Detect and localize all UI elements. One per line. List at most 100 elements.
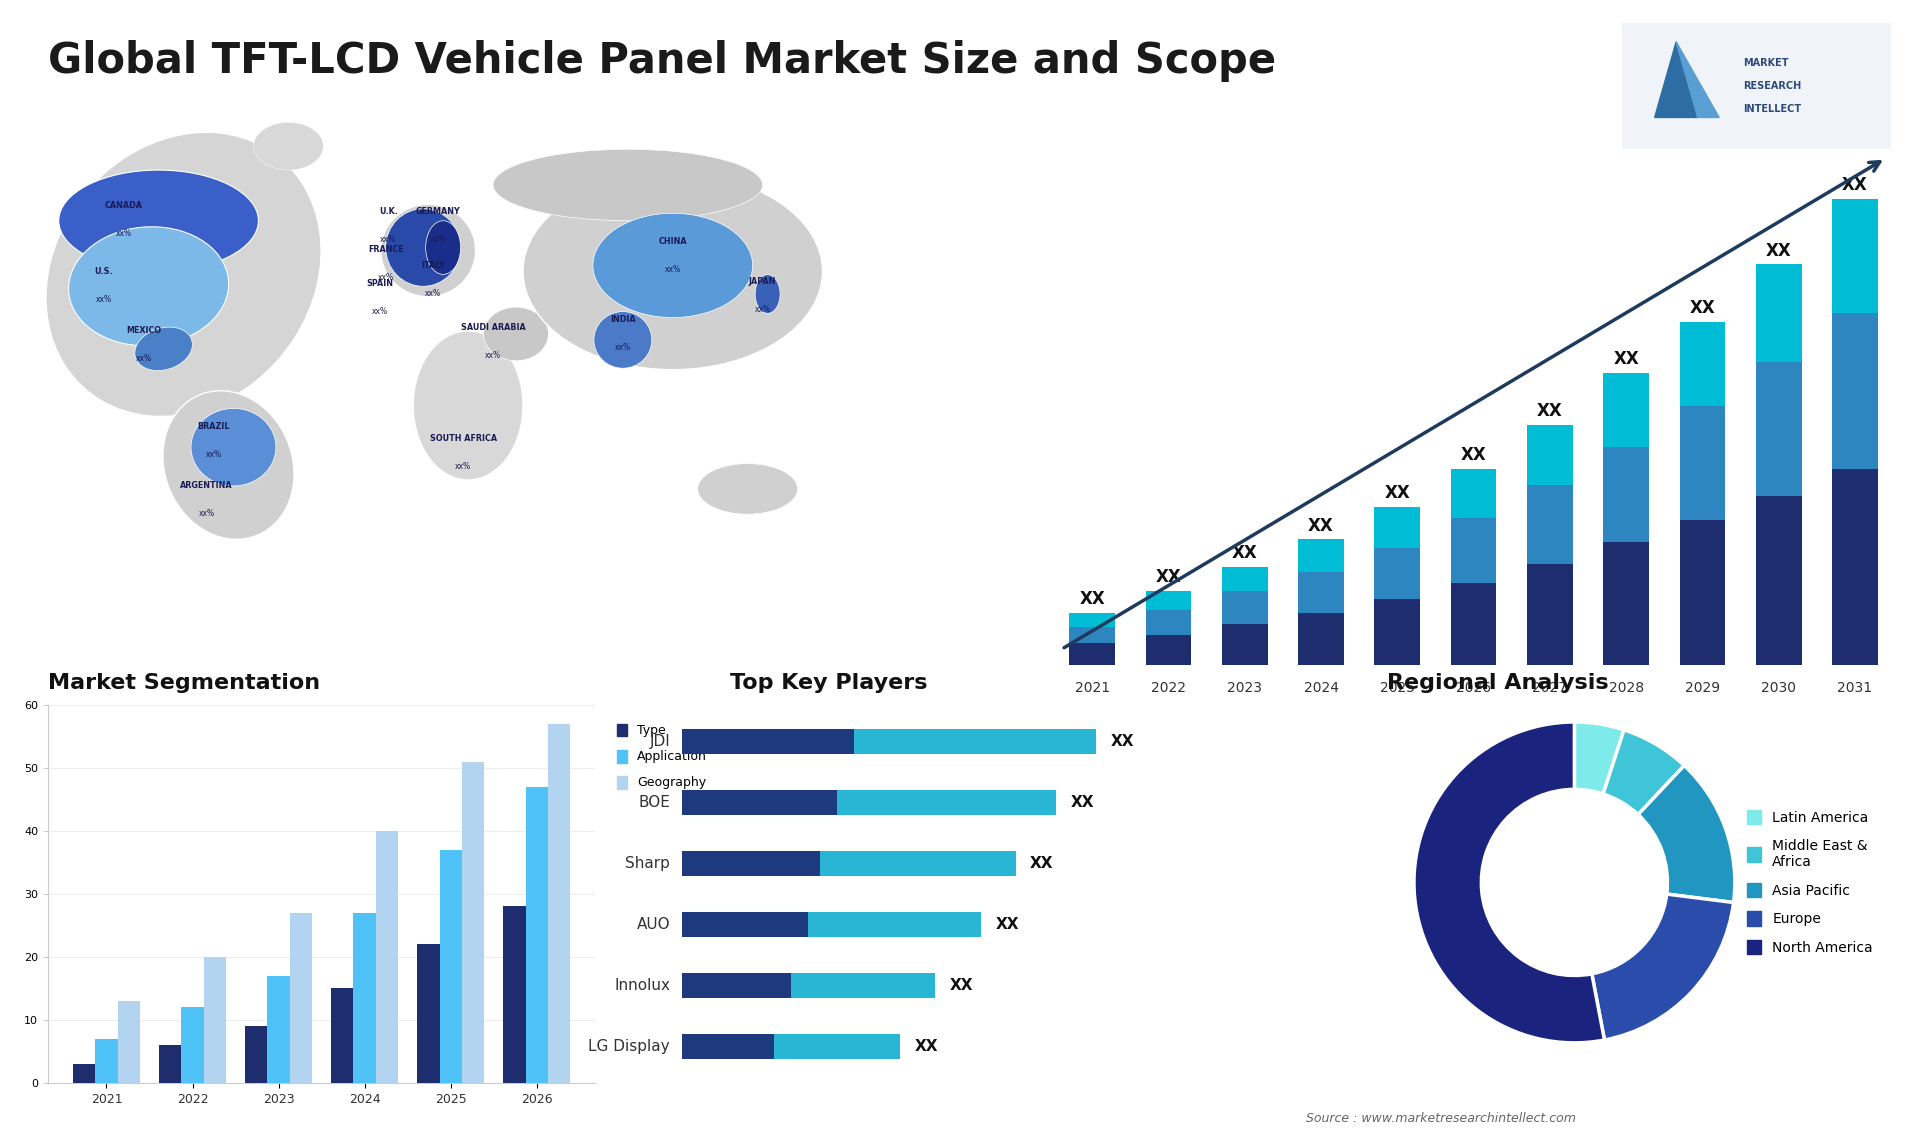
Text: 2024: 2024 (1304, 681, 1338, 694)
Bar (808, 911, 981, 937)
Text: SPAIN: SPAIN (367, 278, 394, 288)
Text: Top Key Players: Top Key Players (730, 674, 927, 693)
Ellipse shape (163, 391, 294, 540)
Bar (1146, 591, 1190, 610)
Text: CANADA: CANADA (106, 202, 142, 211)
Ellipse shape (60, 170, 259, 272)
Text: AUO: AUO (636, 917, 670, 932)
Bar (353, 912, 376, 1083)
Bar (1069, 643, 1116, 665)
Text: GERMANY: GERMANY (417, 207, 461, 217)
Bar (290, 912, 313, 1083)
Ellipse shape (69, 227, 228, 346)
Ellipse shape (386, 209, 461, 286)
Text: 2030: 2030 (1761, 681, 1797, 694)
Text: Global TFT-LCD Vehicle Panel Market Size and Scope: Global TFT-LCD Vehicle Panel Market Size… (48, 40, 1277, 83)
Ellipse shape (755, 275, 780, 313)
Text: XX: XX (948, 978, 973, 992)
Bar (1526, 564, 1572, 665)
Bar (1832, 314, 1878, 469)
Text: xx%: xx% (378, 273, 394, 282)
Text: Sharp: Sharp (626, 856, 670, 871)
Text: SOUTH AFRICA: SOUTH AFRICA (430, 433, 497, 442)
Text: 2023: 2023 (1227, 681, 1261, 694)
Bar (1221, 591, 1267, 623)
Ellipse shape (593, 312, 651, 368)
Bar (774, 1034, 900, 1059)
Bar (1146, 635, 1190, 665)
Bar (1298, 613, 1344, 665)
Ellipse shape (484, 307, 549, 361)
Bar (1832, 199, 1878, 314)
Text: XX: XX (1071, 795, 1094, 810)
Bar (1146, 610, 1190, 635)
Bar (246, 1027, 267, 1083)
Text: xx%: xx% (372, 307, 388, 316)
Bar (330, 988, 353, 1083)
Bar (376, 831, 397, 1083)
Ellipse shape (46, 132, 321, 416)
Ellipse shape (190, 408, 276, 486)
Bar (1757, 265, 1801, 362)
Bar (96, 1038, 117, 1083)
Text: 2029: 2029 (1686, 681, 1720, 694)
Bar (1526, 485, 1572, 564)
Text: xx%: xx% (115, 229, 132, 238)
Bar (1375, 548, 1421, 599)
Text: XX: XX (1690, 299, 1715, 316)
Text: XX: XX (1384, 484, 1409, 502)
Bar (1375, 599, 1421, 665)
Bar (1069, 613, 1116, 627)
Bar (791, 973, 935, 998)
Bar (682, 790, 837, 815)
Text: LG Display: LG Display (588, 1039, 670, 1054)
Bar (820, 850, 1016, 877)
Text: XX: XX (1308, 517, 1334, 534)
Text: 2028: 2028 (1609, 681, 1644, 694)
Ellipse shape (493, 149, 762, 221)
Wedge shape (1592, 894, 1734, 1041)
Bar (682, 973, 791, 998)
Bar (837, 790, 1056, 815)
Bar (682, 729, 854, 754)
Text: XX: XX (1766, 242, 1791, 259)
Bar (204, 957, 227, 1083)
Text: xx%: xx% (136, 354, 152, 363)
Bar (854, 729, 1096, 754)
Bar (1298, 540, 1344, 572)
Bar (1452, 518, 1496, 583)
Wedge shape (1603, 730, 1684, 815)
Text: XX: XX (1029, 856, 1054, 871)
Text: 2025: 2025 (1380, 681, 1415, 694)
Text: JAPAN: JAPAN (749, 277, 776, 286)
Text: xx%: xx% (430, 235, 445, 244)
Bar (1069, 627, 1116, 643)
Text: 2031: 2031 (1837, 681, 1872, 694)
Text: 2022: 2022 (1150, 681, 1187, 694)
Bar (1603, 542, 1649, 665)
Bar (267, 975, 290, 1083)
Text: MARKET: MARKET (1743, 58, 1789, 69)
Bar (1375, 507, 1421, 548)
Bar (1832, 469, 1878, 665)
Bar (1603, 374, 1649, 447)
Text: Innolux: Innolux (614, 978, 670, 992)
Ellipse shape (134, 327, 192, 370)
Bar (682, 1034, 774, 1059)
Bar (547, 724, 570, 1083)
Text: XX: XX (1110, 733, 1135, 748)
Text: xx%: xx% (486, 352, 501, 361)
Ellipse shape (593, 213, 753, 317)
Bar (1757, 496, 1801, 665)
Bar (503, 906, 526, 1083)
Bar (180, 1007, 204, 1083)
Text: BRAZIL: BRAZIL (198, 422, 230, 431)
Text: XX: XX (1156, 568, 1181, 587)
Text: xx%: xx% (424, 289, 442, 298)
Bar (440, 849, 463, 1083)
Legend: Type, Application, Geography: Type, Application, Geography (612, 719, 712, 794)
Text: Source : www.marketresearchintellect.com: Source : www.marketresearchintellect.com (1306, 1113, 1576, 1125)
Ellipse shape (253, 123, 323, 170)
Text: U.S.: U.S. (94, 267, 113, 276)
Text: CHINA: CHINA (659, 237, 687, 246)
